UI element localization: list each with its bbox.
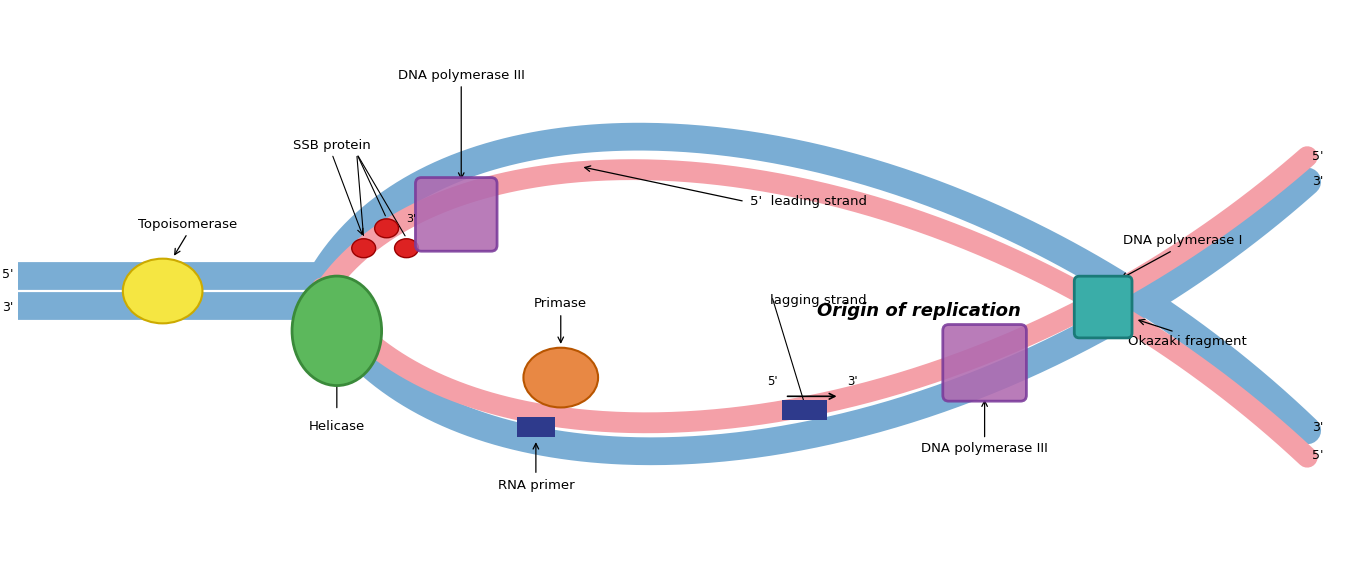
Text: Helicase: Helicase	[308, 420, 365, 434]
Text: DNA polymerase III: DNA polymerase III	[921, 442, 1048, 455]
FancyBboxPatch shape	[1075, 276, 1132, 338]
FancyBboxPatch shape	[942, 325, 1026, 401]
Text: SSB protein: SSB protein	[293, 139, 370, 152]
Text: RNA primer: RNA primer	[498, 479, 575, 492]
Ellipse shape	[395, 239, 418, 258]
Text: 3': 3'	[848, 376, 857, 389]
Text: 5': 5'	[1, 268, 14, 281]
Text: 5': 5'	[1313, 150, 1324, 163]
Text: DNA polymerase III: DNA polymerase III	[397, 69, 525, 82]
Text: Origin of replication: Origin of replication	[817, 302, 1021, 320]
Ellipse shape	[123, 258, 203, 323]
Bar	[783, 400, 827, 420]
Text: Primase: Primase	[534, 297, 587, 310]
Text: 5': 5'	[768, 376, 777, 389]
Text: 3': 3'	[1, 301, 14, 315]
Text: lagging strand: lagging strand	[769, 294, 867, 308]
Ellipse shape	[523, 347, 598, 407]
Text: 5'  leading strand: 5' leading strand	[750, 195, 867, 208]
Text: 3': 3'	[1313, 421, 1324, 434]
Ellipse shape	[292, 276, 381, 386]
Text: DNA polymerase I: DNA polymerase I	[1124, 234, 1242, 247]
Text: 3': 3'	[1313, 175, 1324, 188]
Ellipse shape	[352, 239, 376, 258]
FancyBboxPatch shape	[415, 178, 498, 251]
Text: Okazaki fragment: Okazaki fragment	[1129, 335, 1247, 348]
Ellipse shape	[375, 219, 399, 238]
Bar	[516, 417, 554, 437]
Text: 3': 3'	[407, 214, 416, 224]
Text: Topoisomerase: Topoisomerase	[138, 219, 237, 231]
Text: 5': 5'	[1313, 449, 1324, 462]
